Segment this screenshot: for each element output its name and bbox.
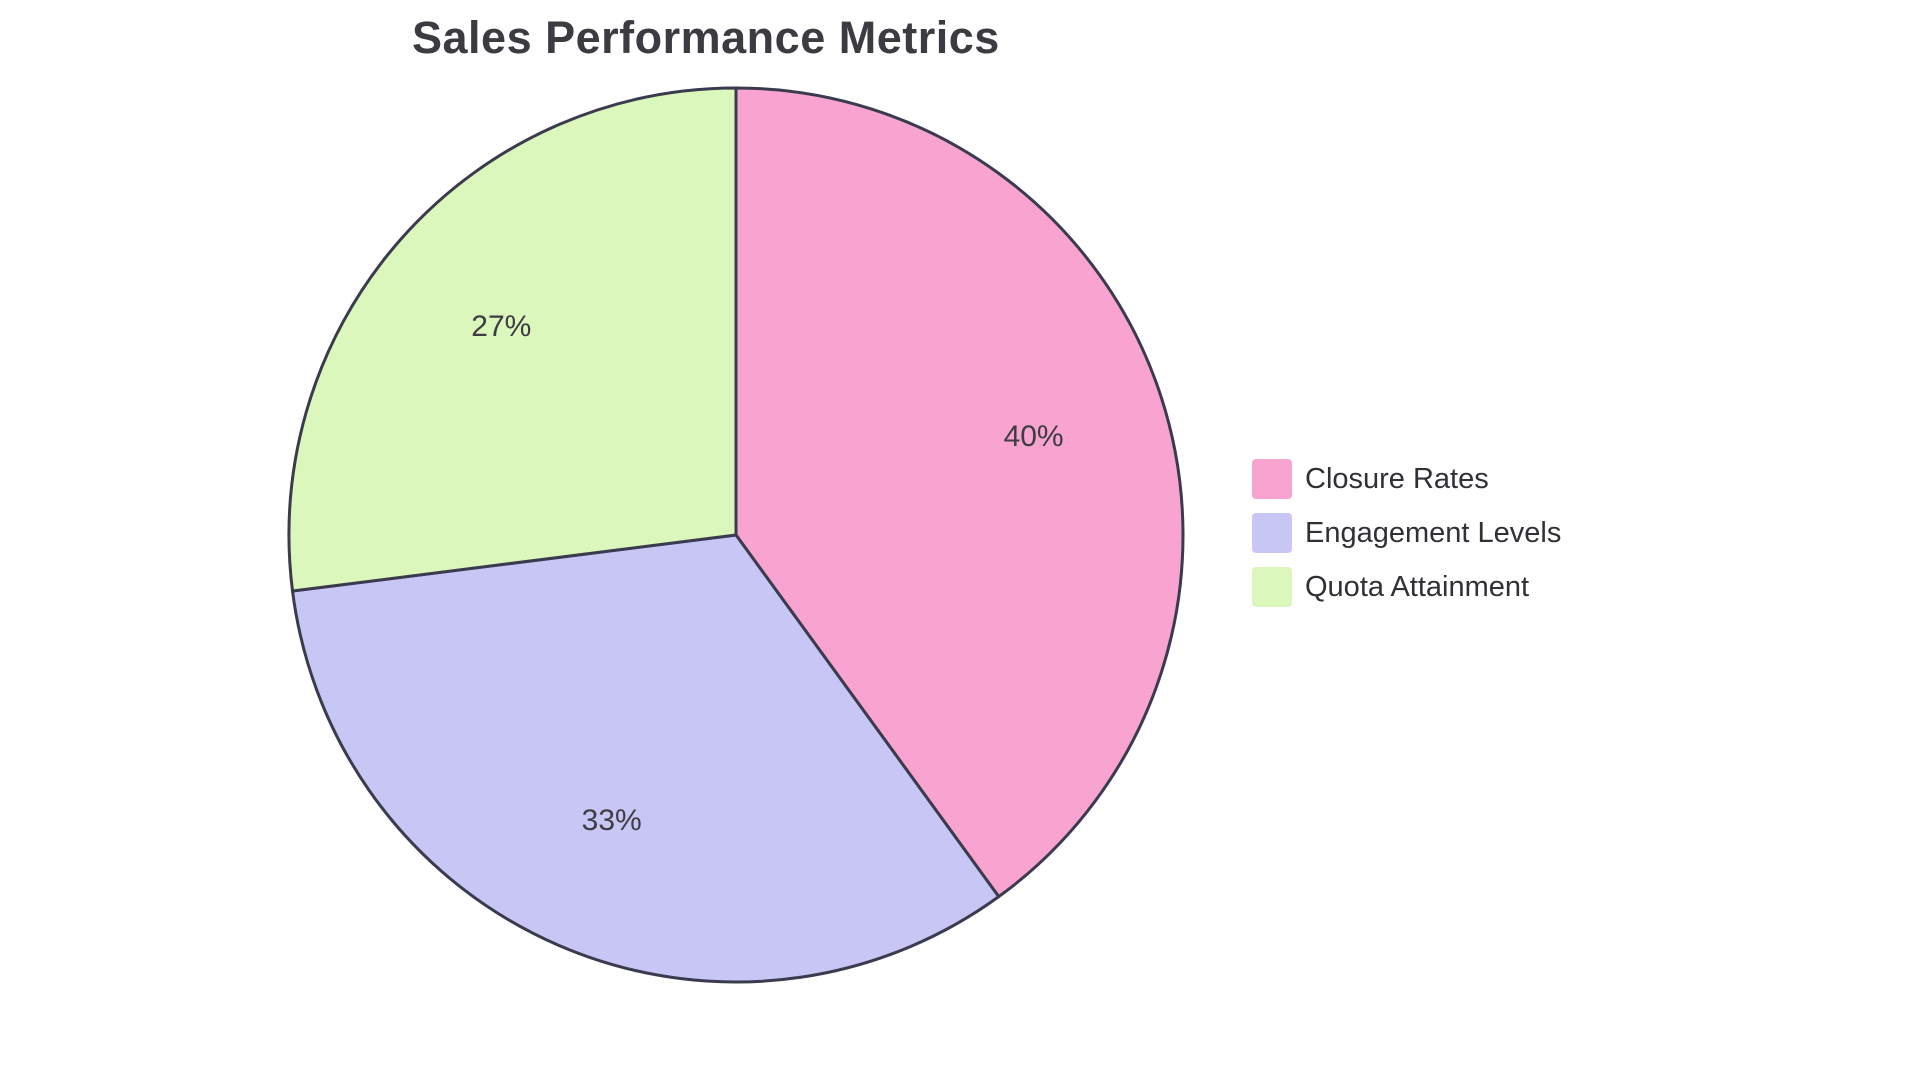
legend-item-quota-attainment: Quota Attainment bbox=[1252, 567, 1561, 607]
pie-slice-label-quota-attainment: 27% bbox=[471, 310, 531, 343]
legend-swatch-closure-rates bbox=[1252, 459, 1292, 499]
pie-slice-label-engagement-levels: 33% bbox=[582, 804, 642, 837]
legend-swatch-engagement-levels bbox=[1252, 513, 1292, 553]
pie-slice-label-closure-rates: 40% bbox=[1004, 420, 1064, 453]
pie-slice-engagement-levels bbox=[291, 533, 1001, 984]
legend: Closure Rates Engagement Levels Quota Atta… bbox=[1252, 459, 1561, 607]
pie-slice-quota-attainment bbox=[287, 86, 738, 593]
legend-item-closure-rates: Closure Rates bbox=[1252, 459, 1561, 499]
legend-label-quota-attainment: Quota Attainment bbox=[1305, 570, 1530, 603]
legend-label-closure-rates: Closure Rates bbox=[1305, 462, 1489, 495]
chart-title: Sales Performance Metrics bbox=[412, 12, 1000, 63]
legend-label-engagement-levels: Engagement Levels bbox=[1305, 516, 1562, 549]
pie-slice-closure-rates bbox=[734, 86, 1185, 899]
legend-swatch-quota-attainment bbox=[1252, 567, 1292, 607]
legend-item-engagement-levels: Engagement Levels bbox=[1252, 513, 1561, 553]
